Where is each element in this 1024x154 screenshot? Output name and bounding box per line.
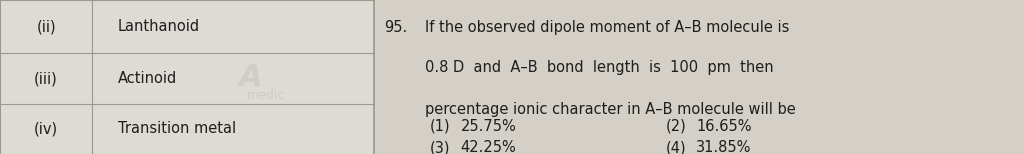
Bar xyxy=(0,0,374,154)
Bar xyxy=(374,0,1024,154)
Text: (3): (3) xyxy=(430,140,451,154)
Text: (2): (2) xyxy=(666,119,686,134)
Text: Actinoid: Actinoid xyxy=(118,71,177,86)
Text: (4): (4) xyxy=(666,140,686,154)
Text: If the observed dipole moment of A–B molecule is: If the observed dipole moment of A–B mol… xyxy=(425,20,790,35)
Text: Transition metal: Transition metal xyxy=(118,122,236,136)
Text: 31.85%: 31.85% xyxy=(696,140,752,154)
Text: 16.65%: 16.65% xyxy=(696,119,752,134)
Text: 95.: 95. xyxy=(384,20,408,35)
Text: (1): (1) xyxy=(430,119,451,134)
Text: (ii): (ii) xyxy=(36,19,56,34)
Text: medic: medic xyxy=(247,89,286,102)
Text: (iv): (iv) xyxy=(34,122,58,136)
Text: (iii): (iii) xyxy=(34,71,58,86)
Text: 0.8 D  and  A–B  bond  length  is  100  pm  then: 0.8 D and A–B bond length is 100 pm then xyxy=(425,60,773,75)
Text: 25.75%: 25.75% xyxy=(461,119,516,134)
Text: A: A xyxy=(239,63,263,91)
Text: 42.25%: 42.25% xyxy=(461,140,516,154)
Text: Lanthanoid: Lanthanoid xyxy=(118,19,200,34)
Text: percentage ionic character in A–B molecule will be: percentage ionic character in A–B molecu… xyxy=(425,102,796,117)
